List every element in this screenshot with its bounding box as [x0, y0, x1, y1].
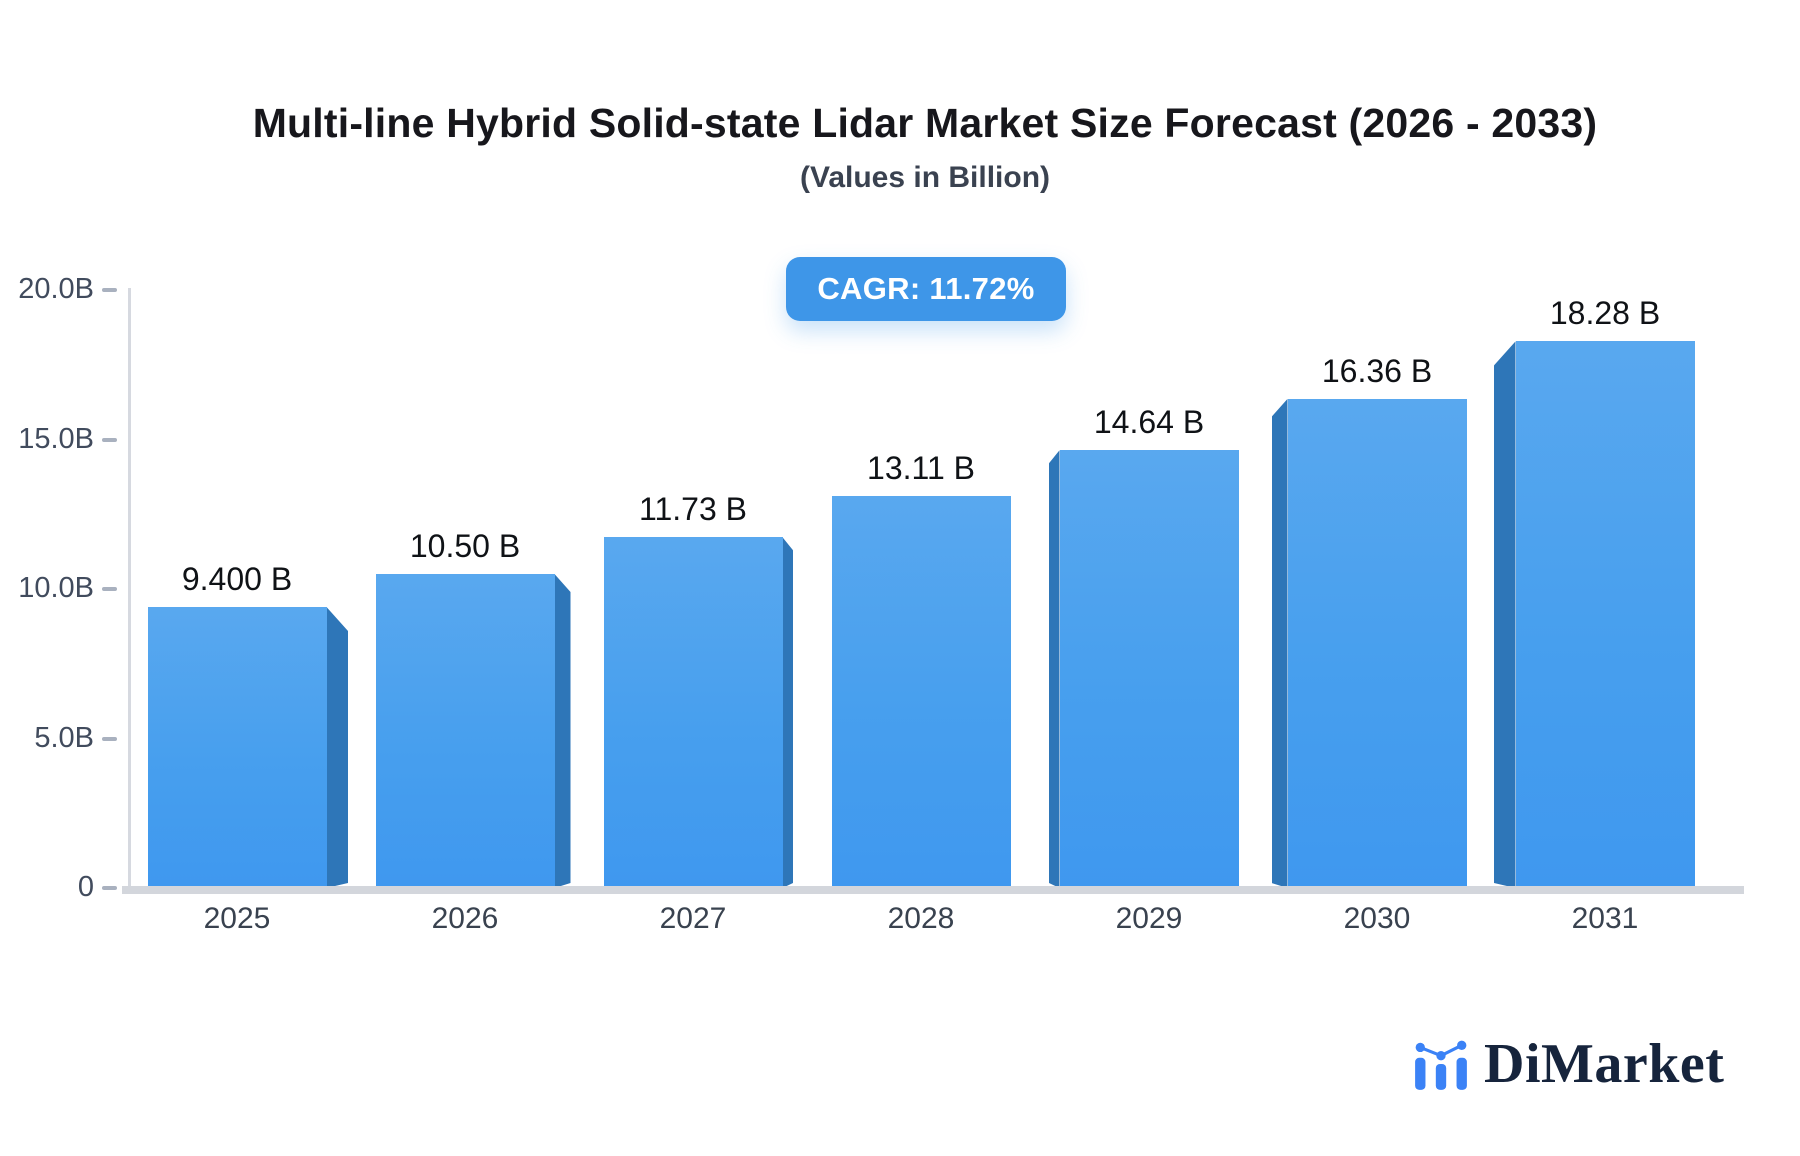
brand-logo: DiMarket [1412, 1030, 1724, 1092]
bar-value-label: 13.11 B [867, 450, 975, 486]
brand-name: DiMarket [1484, 1033, 1725, 1095]
mini-bar-chart-icon [1415, 1040, 1467, 1090]
x-axis-label: 2027 [659, 902, 727, 935]
bar [375, 574, 555, 888]
y-tick-mark [102, 587, 117, 591]
y-tick-mark [102, 288, 117, 292]
bar [603, 537, 783, 888]
x-axis-label: 2028 [887, 902, 955, 935]
chart-subtitle: (Values in Billion) [799, 161, 1051, 195]
y-axis-line [128, 288, 131, 890]
x-axis-label: 2025 [203, 902, 271, 935]
bar-value-label: 9.400 B [181, 560, 293, 597]
bar-side-face [555, 574, 571, 888]
y-tick-mark [102, 886, 117, 890]
bar-side-face [783, 537, 794, 888]
bar-value-label: 16.36 B [1321, 352, 1433, 389]
bar [1287, 398, 1467, 888]
x-axis-baseline [122, 886, 1744, 894]
chart-title: Multi-line Hybrid Solid-state Lidar Mark… [252, 100, 1598, 146]
cagr-badge: CAGR: 11.72% [786, 257, 1066, 321]
y-tick-label: 20.0B [18, 273, 94, 305]
chart-header: Multi-line Hybrid Solid-state Lidar Mark… [50, 0, 1800, 195]
bar [1059, 450, 1239, 888]
y-tick-label: 5.0B [34, 721, 94, 754]
bar-value-label: 14.64 B [1093, 404, 1205, 441]
bar-side-face [1049, 450, 1060, 888]
bar [1515, 341, 1695, 888]
y-tick-label: 0 [77, 871, 94, 903]
bar-side-face [327, 607, 349, 888]
x-axis-label: 2031 [1571, 902, 1639, 935]
bar [831, 496, 1011, 888]
y-tick-mark [102, 736, 117, 741]
y-tick-label: 15.0B [18, 422, 94, 455]
x-axis-label: 2030 [1343, 902, 1411, 935]
y-tick-label: 10.0B [18, 572, 94, 604]
x-axis-label: 2026 [431, 902, 499, 935]
y-tick-mark [102, 437, 117, 442]
bar-value-label: 18.28 B [1549, 295, 1661, 332]
bar-value-label: 11.73 B [639, 491, 747, 528]
bar-side-face [1272, 399, 1288, 888]
bar-side-face [1494, 341, 1516, 888]
x-axis-label: 2029 [1115, 902, 1183, 935]
bar [147, 606, 327, 888]
bar-value-label: 10.50 B [409, 528, 521, 565]
